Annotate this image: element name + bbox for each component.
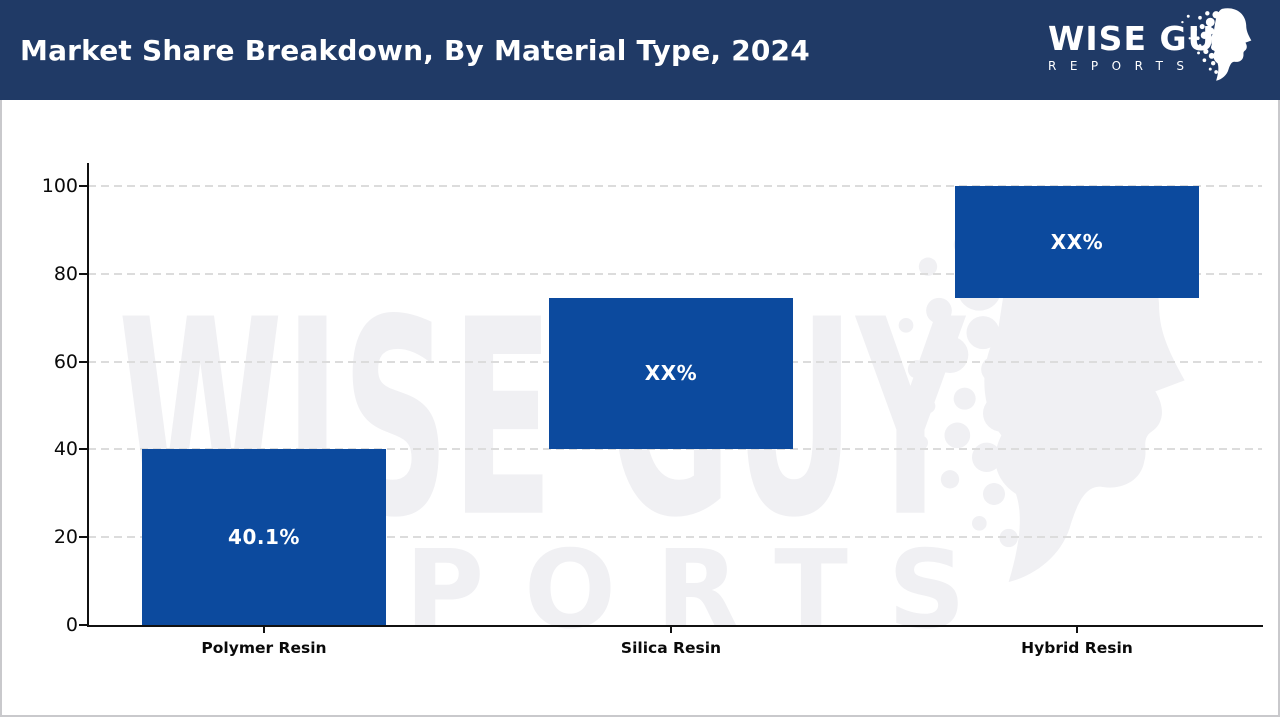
y-tick-mark-40 [79, 448, 87, 451]
bar-value-label: 40.1% [228, 524, 300, 549]
x-category-label-2: Silica Resin [620, 639, 722, 657]
x-category-label-3: Hybrid Resin [1021, 639, 1133, 657]
y-tick-label-20: 20 [53, 526, 78, 549]
wiseguy-logo: WISE GUY REPORTS [1016, 6, 1266, 96]
chart-area: WISE GUY REPORTS [2, 100, 1278, 715]
bar-value-label: XX% [644, 361, 698, 386]
y-tick-label-80: 80 [53, 262, 78, 285]
bar-silica-resin: XX% [549, 297, 793, 449]
x-tick-mark-1 [263, 627, 265, 633]
gridline-40 [88, 448, 1262, 451]
y-tick-label-60: 60 [53, 350, 78, 373]
x-tick-mark-3 [1076, 627, 1078, 633]
header-bar: Market Share Breakdown, By Material Type… [0, 0, 1280, 100]
bar-hybrid-resin: XX% [955, 186, 1199, 298]
bar-value-label: XX% [1050, 229, 1104, 254]
y-tick-mark-20 [79, 536, 87, 539]
y-tick-mark-80 [79, 272, 87, 275]
y-tick-label-40: 40 [53, 438, 78, 461]
gridline-20 [88, 536, 1262, 539]
logo-text: WISE GUY REPORTS [1048, 22, 1240, 74]
chart-panel: WISE GUY REPORTS [0, 100, 1280, 717]
x-category-label-1: Polymer Resin [201, 639, 327, 657]
bar-polymer-resin: 40.1% [142, 448, 386, 625]
y-tick-mark-60 [79, 360, 87, 363]
gridline-100 [88, 185, 1262, 187]
gridline-80 [88, 272, 1262, 275]
dotted-face-icon [1181, 8, 1252, 81]
y-tick-label-0: 0 [65, 614, 78, 636]
y-tick-label-100: 100 [41, 175, 78, 197]
x-tick-mark-2 [670, 627, 672, 633]
x-axis-line [87, 625, 1263, 627]
y-tick-mark-100 [79, 185, 87, 187]
logo-subtitle: REPORTS [1048, 59, 1198, 73]
page-title: Market Share Breakdown, By Material Type… [20, 33, 810, 67]
y-tick-mark-0 [79, 624, 87, 626]
y-axis-line [87, 163, 89, 627]
